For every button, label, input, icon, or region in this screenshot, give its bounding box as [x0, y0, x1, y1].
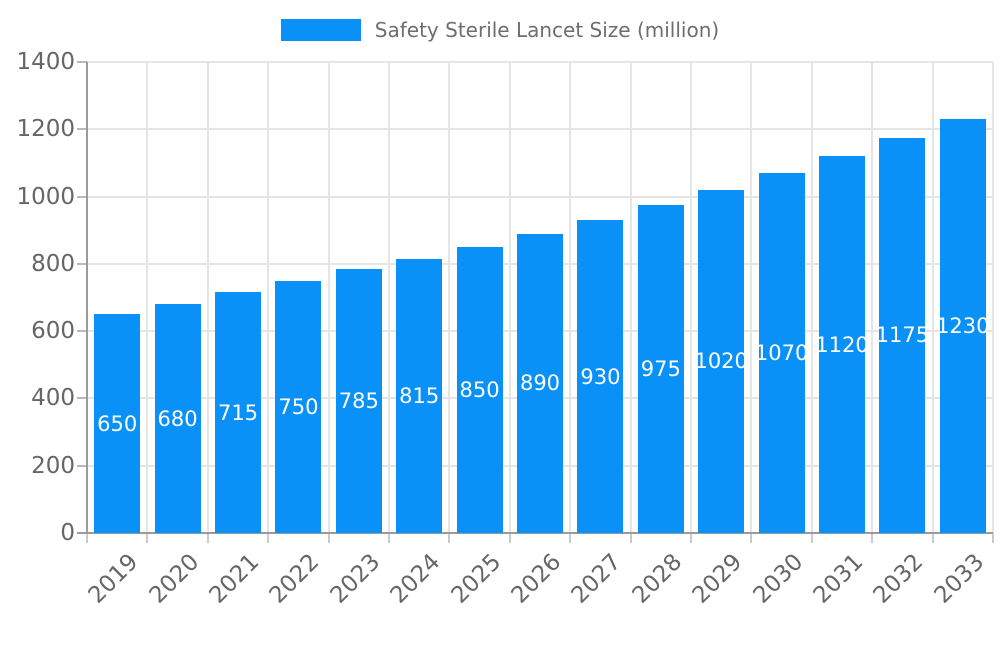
bar-value-label: 930	[580, 364, 621, 389]
y-tick-label: 400	[31, 385, 75, 412]
x-tick	[931, 533, 934, 543]
x-tick	[871, 533, 874, 543]
x-tick	[327, 533, 330, 543]
bar-value-label: 1230	[936, 314, 990, 339]
y-axis-line	[86, 62, 88, 533]
bar-value-label: 890	[519, 371, 561, 396]
bar-2031	[819, 156, 865, 533]
x-gridline	[146, 62, 149, 533]
legend-label: Safety Sterile Lancet Size (million)	[374, 18, 720, 42]
x-tick	[388, 533, 390, 543]
bar-2024	[396, 258, 443, 533]
x-tick	[206, 533, 209, 543]
y-tick	[77, 330, 87, 333]
bar-value-label: 1120	[815, 332, 869, 357]
bar-2022	[275, 280, 322, 533]
x-tick	[629, 533, 632, 543]
x-tick	[690, 533, 692, 543]
bar-2029	[698, 189, 745, 533]
bar-2023	[335, 268, 382, 533]
y-tick	[77, 195, 87, 198]
x-tick	[750, 533, 753, 543]
bar-2025	[456, 247, 503, 533]
x-gridline	[629, 62, 632, 533]
y-tick	[77, 464, 87, 467]
x-gridline	[448, 62, 451, 533]
x-gridline	[508, 62, 511, 533]
y-tick-label: 600	[31, 318, 75, 345]
x-tick	[86, 533, 88, 543]
x-axis-line	[77, 532, 993, 534]
x-gridline	[690, 62, 692, 533]
y-gridline	[87, 61, 993, 63]
x-gridline	[750, 62, 753, 533]
bar-2027	[577, 220, 624, 533]
x-gridline	[810, 62, 813, 533]
y-tick-label: 0	[60, 520, 75, 546]
y-gridline	[87, 128, 993, 131]
bar-value-label: 975	[640, 356, 681, 381]
chart-legend: Safety Sterile Lancet Size (million)	[0, 18, 1000, 42]
x-gridline	[992, 62, 994, 533]
bar-2020	[154, 304, 201, 533]
y-tick	[77, 262, 87, 265]
bar-value-label: 1070	[754, 341, 809, 365]
x-gridline	[267, 62, 270, 533]
x-tick	[267, 533, 270, 543]
y-tick	[77, 397, 87, 400]
bar-2030	[758, 173, 805, 533]
bar-value-label: 785	[338, 388, 379, 413]
bar-value-label: 680	[157, 406, 198, 431]
x-tick	[146, 533, 149, 543]
y-tick	[77, 128, 87, 131]
y-tick-label: 1400	[16, 49, 75, 75]
y-tick	[77, 61, 87, 63]
bar-value-label: 750	[278, 394, 319, 419]
y-tick-label: 800	[31, 250, 75, 277]
safety-sterile-lancet-bar-chart: Safety Sterile Lancet Size (million) 0 20…	[0, 18, 1000, 609]
bar-value-label: 850	[459, 378, 500, 403]
x-gridline	[931, 62, 934, 533]
bar-2032	[879, 137, 926, 533]
y-tick-label: 200	[31, 452, 75, 479]
x-gridline	[569, 62, 572, 533]
bar-2026	[517, 233, 563, 533]
x-tick	[508, 533, 511, 543]
bar-value-label: 1020	[694, 349, 748, 374]
bar-2019	[94, 314, 141, 533]
y-gridline	[87, 195, 993, 198]
y-tick-label: 1200	[16, 116, 75, 143]
x-tick	[569, 533, 572, 543]
x-tick	[992, 533, 994, 543]
bar-2028	[637, 204, 684, 533]
x-gridline	[871, 62, 874, 533]
bar-value-label: 1175	[875, 323, 930, 348]
legend-swatch	[280, 19, 361, 41]
bar-value-label: 650	[97, 411, 138, 436]
bar-2033	[939, 119, 986, 533]
x-tick	[810, 533, 813, 543]
x-gridline	[327, 62, 330, 533]
x-gridline	[206, 62, 209, 533]
x-gridline	[388, 62, 390, 533]
x-tick	[448, 533, 451, 543]
bar-value-label: 715	[217, 400, 259, 425]
bar-value-label: 815	[399, 383, 440, 408]
bar-2021	[215, 292, 261, 533]
y-tick-label: 1000	[16, 183, 75, 210]
